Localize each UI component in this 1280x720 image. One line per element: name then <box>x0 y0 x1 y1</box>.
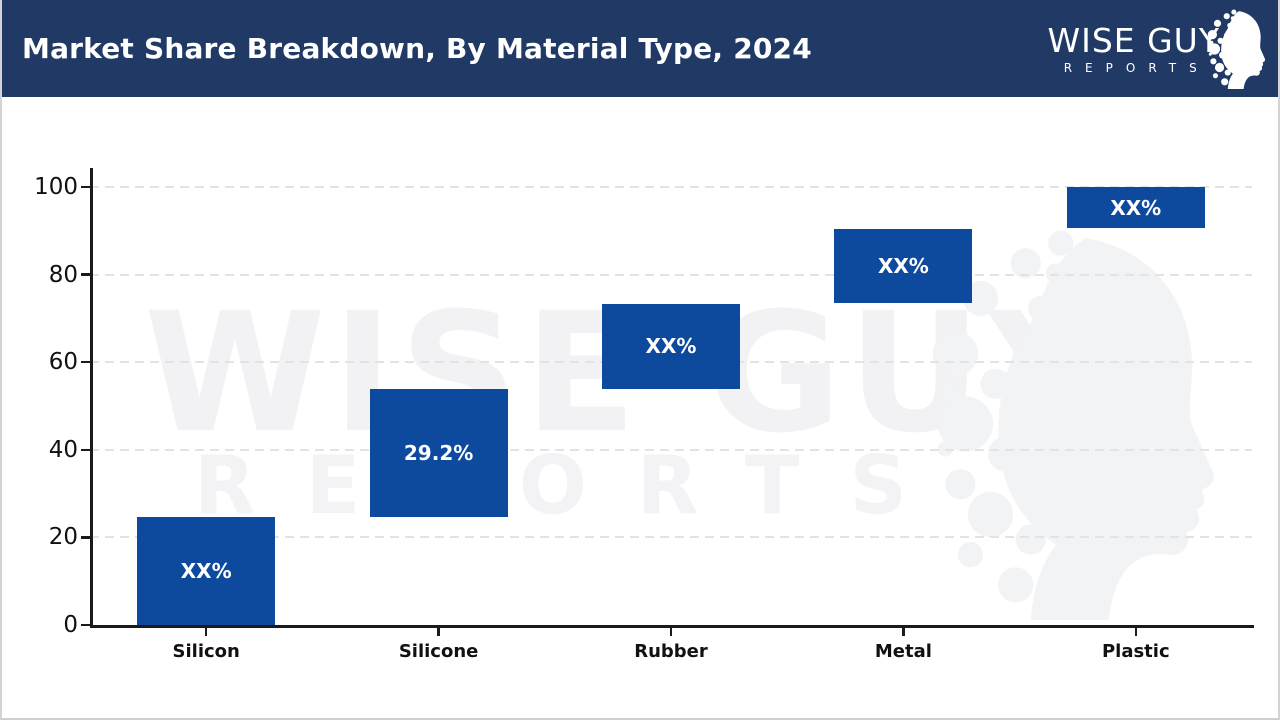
page-title: Market Share Breakdown, By Material Type… <box>22 32 812 65</box>
bar-plastic: XX% <box>1066 187 1205 229</box>
y-tick-label: 0 <box>63 612 78 638</box>
bar-value-label: XX% <box>1110 195 1162 220</box>
x-tick-mark <box>204 627 208 636</box>
y-tick-mark <box>81 448 90 452</box>
y-tick-mark <box>81 536 90 539</box>
wise-guy-reports-logo: WISE GUY REPORTS <box>1047 8 1270 90</box>
y-tick-label: 40 <box>48 436 78 463</box>
y-tick-mark <box>81 185 90 189</box>
logo-tagline: REPORTS <box>1063 60 1210 75</box>
y-tick-mark <box>81 623 90 627</box>
x-tick-mark <box>902 627 905 636</box>
bar-value-label: XX% <box>877 254 929 279</box>
bar-value-label: XX% <box>180 559 232 584</box>
gridline-y-80 <box>90 273 1252 276</box>
chart-area: WISE GUY REPORTS 0 20 40 60 80 100 XX% Silicon 2… <box>2 97 1278 718</box>
bar-rubber: XX% <box>602 303 740 389</box>
header-bar: Market Share Breakdown, By Material Type… <box>2 0 1278 97</box>
bar-silicone: 29.2% <box>369 389 508 518</box>
bar-value-label: 29.2% <box>403 441 474 466</box>
x-tick-mark <box>669 627 673 636</box>
bar-value-label: XX% <box>645 334 697 359</box>
logo-text: WISE GUY REPORTS <box>1047 24 1220 74</box>
x-tick-label-silicone: Silicone <box>398 641 479 662</box>
gridline-y-20 <box>90 536 1252 539</box>
x-tick-label-metal: Metal <box>874 641 932 662</box>
gridline-y-100 <box>90 186 1252 188</box>
y-tick-label: 80 <box>48 261 78 288</box>
x-tick-label-plastic: Plastic <box>1101 641 1170 662</box>
x-tick-mark <box>437 627 440 636</box>
watermark-head-icon <box>932 230 1214 620</box>
y-tick-label: 20 <box>48 524 78 551</box>
y-axis-line <box>90 168 93 627</box>
x-axis-line <box>90 625 1254 628</box>
gridline-y-40 <box>90 448 1252 451</box>
dotted-head-logo-icon <box>1207 9 1266 89</box>
x-tick-label-silicon: Silicon <box>172 641 240 662</box>
x-tick-mark <box>1134 627 1138 636</box>
y-tick-mark <box>81 273 90 276</box>
x-tick-label-rubber: Rubber <box>634 641 708 662</box>
bar-silicon: XX% <box>137 517 276 625</box>
bar-metal: XX% <box>834 229 973 303</box>
y-tick-mark <box>81 360 90 364</box>
y-tick-label: 100 <box>34 174 78 200</box>
y-tick-label: 60 <box>48 349 78 376</box>
logo-name: WISE GUY <box>1047 20 1220 60</box>
watermark-text-line2: REPORTS <box>194 439 958 532</box>
